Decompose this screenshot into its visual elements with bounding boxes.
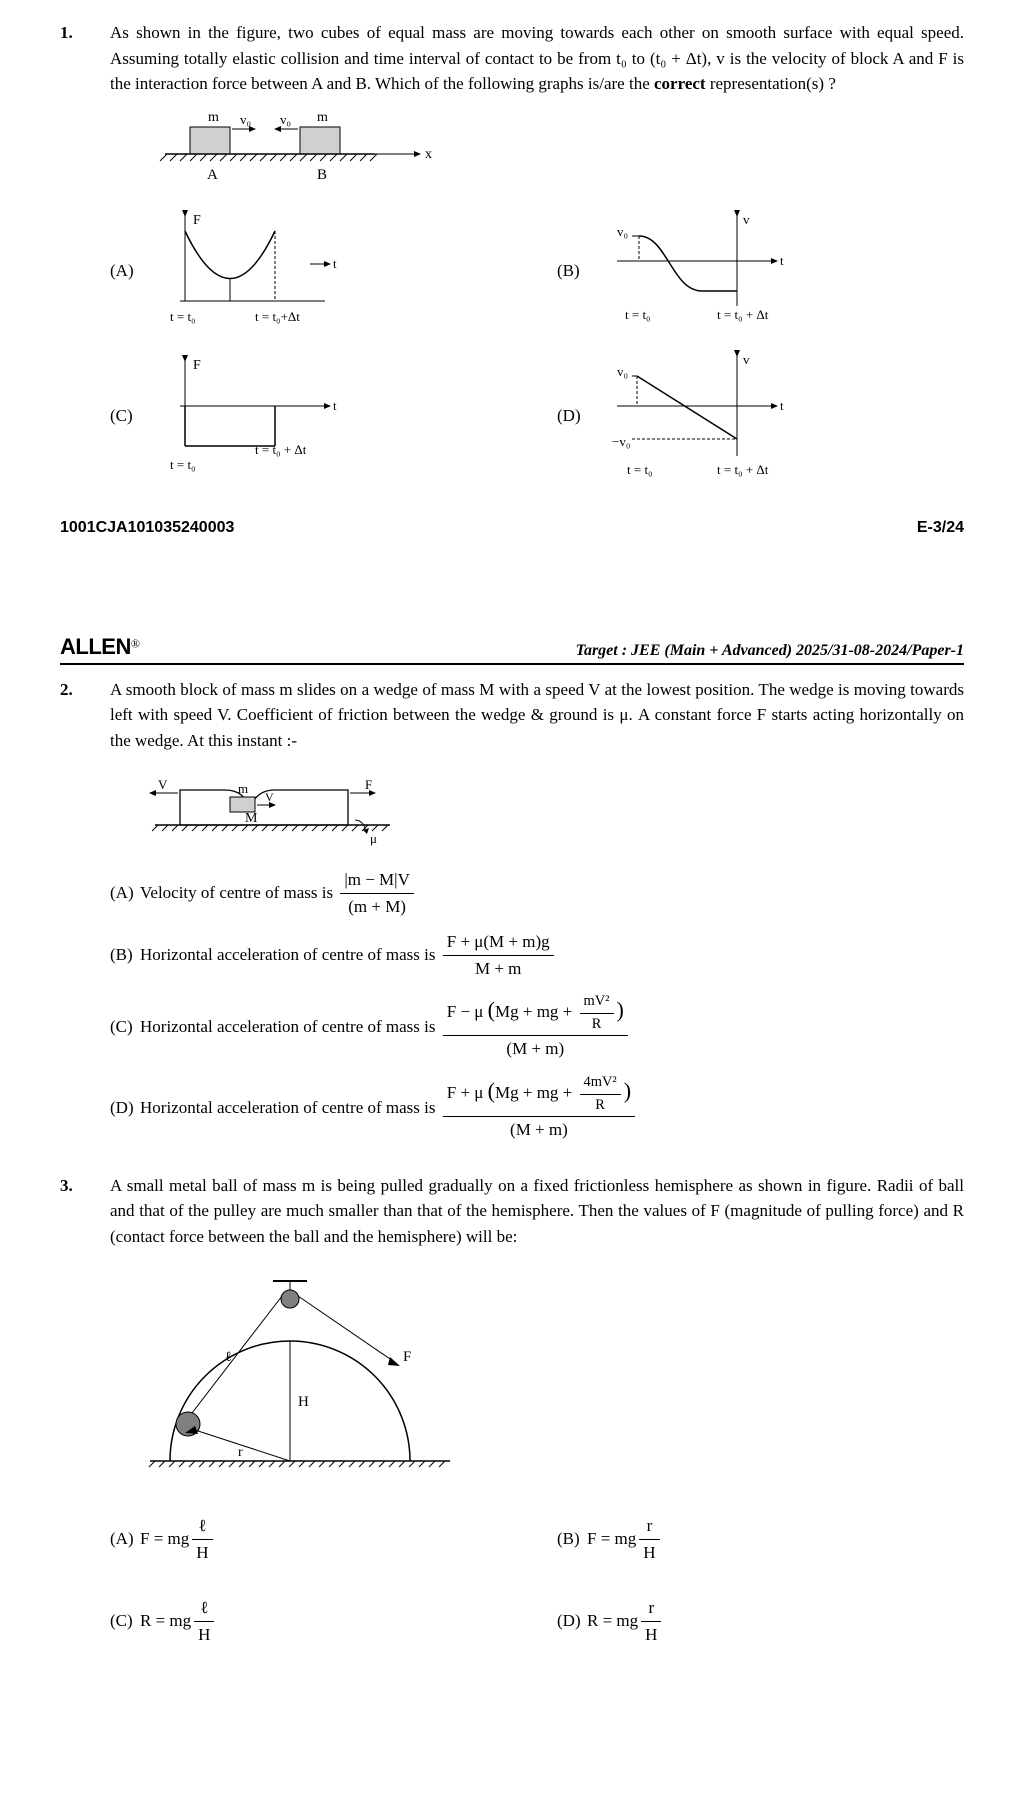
- q3-diagram: ℓ F H r: [110, 1261, 964, 1491]
- q2-opt-d-frac: F + μ (Mg + mg + 4mV² R ) (M + m): [443, 1072, 635, 1143]
- q2-body: A smooth block of mass m slides on a wed…: [110, 677, 964, 1153]
- svg-text:B: B: [317, 167, 327, 183]
- q2-option-b: (B) Horizontal acceleration of centre of…: [110, 929, 964, 981]
- svg-text:t: t: [333, 256, 337, 271]
- svg-text:t = t₀ + Δt: t = t₀ + Δt: [255, 442, 307, 457]
- svg-text:F: F: [365, 777, 372, 792]
- page-break: [60, 540, 964, 630]
- svg-text:t = t₀ + Δt: t = t₀ + Δt: [717, 462, 769, 477]
- q1-opt-a-label: (A): [110, 258, 140, 284]
- q1-option-b: (B) v v₀ t t = t₀ t = t₀ + Δt: [557, 206, 964, 336]
- footer-page: E-3/24: [917, 516, 964, 540]
- svg-text:μ: μ: [370, 831, 377, 846]
- q2-option-c: (C) Horizontal acceleration of centre of…: [110, 991, 964, 1062]
- svg-text:m: m: [317, 110, 328, 125]
- q2-opt-a-frac: |m − M|V (m + M): [340, 867, 414, 919]
- svg-text:t = t₀: t = t₀: [625, 307, 651, 322]
- q3-body: A small metal ball of mass m is being pu…: [110, 1173, 964, 1658]
- svg-text:H: H: [298, 1394, 309, 1410]
- q3-option-c: (C) R = mg ℓ H: [110, 1595, 517, 1647]
- q2-diagram: m V M V F: [110, 765, 964, 855]
- question-2: 2. A smooth block of mass m slides on a …: [60, 677, 964, 1153]
- q1-main-diagram: m m v₀ v₀: [110, 109, 964, 194]
- svg-text:v₀: v₀: [617, 364, 628, 379]
- q1-options: (A) F t t = t₀ t = t₀+Δt: [110, 206, 964, 486]
- q2-text: A smooth block of mass m slides on a wed…: [110, 680, 964, 750]
- svg-text:−v₀: −v₀: [612, 434, 630, 449]
- q2-opt-a-text: Velocity of centre of mass is: [140, 880, 333, 906]
- svg-text:m: m: [238, 781, 248, 796]
- q2-opt-d-text: Horizontal acceleration of centre of mas…: [140, 1095, 435, 1121]
- svg-text:V: V: [158, 777, 168, 792]
- q2-opt-d-label: (D): [110, 1095, 140, 1121]
- q2-number: 2.: [60, 677, 90, 1153]
- q2-option-a: (A) Velocity of centre of mass is |m − M…: [110, 867, 964, 919]
- svg-text:ℓ: ℓ: [225, 1350, 232, 1365]
- q3-option-d: (D) R = mg r H: [557, 1595, 964, 1647]
- q1-option-a: (A) F t t = t₀ t = t₀+Δt: [110, 206, 517, 336]
- q1-text2: representation(s) ?: [706, 74, 836, 93]
- q3-options: (A) F = mg ℓ H (B) F = mg r H (C) R = mg: [110, 1503, 964, 1657]
- q3-option-a: (A) F = mg ℓ H: [110, 1513, 517, 1565]
- q1-opt-c-label: (C): [110, 403, 140, 429]
- q1-opt-d-label: (D): [557, 403, 587, 429]
- q2-opt-b-label: (B): [110, 942, 140, 968]
- svg-text:F: F: [193, 213, 201, 228]
- svg-text:v: v: [743, 212, 750, 227]
- svg-text:V: V: [265, 790, 274, 804]
- q2-opt-a-label: (A): [110, 880, 140, 906]
- svg-text:m: m: [208, 110, 219, 125]
- header-target: Target : JEE (Main + Advanced) 2025/31-0…: [576, 639, 964, 663]
- logo: ALLEN®: [60, 630, 140, 663]
- svg-text:A: A: [207, 167, 218, 183]
- svg-text:F: F: [193, 358, 201, 373]
- q2-option-d: (D) Horizontal acceleration of centre of…: [110, 1072, 964, 1143]
- q1-option-c: (C) F t t = t₀ t = t₀ + Δt: [110, 346, 517, 486]
- svg-text:t = t₀+Δt: t = t₀+Δt: [255, 309, 300, 324]
- svg-text:M: M: [245, 811, 258, 826]
- svg-text:v₀: v₀: [617, 224, 628, 239]
- q1-option-d: (D) v v₀ −v₀ t t = t₀ t = t₀ + Δt: [557, 346, 964, 486]
- footer-code: 1001CJA101035240003: [60, 516, 234, 540]
- q1-body: As shown in the figure, two cubes of equ…: [110, 20, 964, 486]
- svg-text:t: t: [780, 398, 784, 413]
- q1-bold: correct: [654, 74, 706, 93]
- q1-number: 1.: [60, 20, 90, 486]
- svg-text:v₀: v₀: [280, 112, 291, 127]
- svg-text:v₀: v₀: [240, 112, 251, 127]
- q1-text: As shown in the figure, two cubes of equ…: [110, 23, 964, 93]
- svg-text:r: r: [238, 1445, 243, 1460]
- svg-text:t = t₀: t = t₀: [170, 309, 196, 324]
- svg-text:t: t: [780, 253, 784, 268]
- question-1: 1. As shown in the figure, two cubes of …: [60, 20, 964, 486]
- q2-opt-c-label: (C): [110, 1014, 140, 1040]
- page-header: ALLEN® Target : JEE (Main + Advanced) 20…: [60, 630, 964, 665]
- q2-opt-b-frac: F + μ(M + m)g M + m: [443, 929, 554, 981]
- q2-opt-b-text: Horizontal acceleration of centre of mas…: [140, 942, 435, 968]
- svg-text:v: v: [743, 352, 750, 367]
- q3-number: 3.: [60, 1173, 90, 1658]
- q2-opt-c-frac: F − μ (Mg + mg + mV² R ) (M + m): [443, 991, 628, 1062]
- logo-reg: ®: [131, 636, 140, 650]
- q3-option-b: (B) F = mg r H: [557, 1513, 964, 1565]
- svg-text:t = t₀ + Δt: t = t₀ + Δt: [717, 307, 769, 322]
- q2-opt-c-text: Horizontal acceleration of centre of mas…: [140, 1014, 435, 1040]
- svg-text:t: t: [333, 398, 337, 413]
- svg-text:F: F: [403, 1349, 411, 1365]
- logo-text: ALLEN: [60, 634, 131, 659]
- svg-text:t = t₀: t = t₀: [170, 457, 196, 472]
- q3-text: A small metal ball of mass m is being pu…: [110, 1176, 964, 1246]
- q1-opt-b-label: (B): [557, 258, 587, 284]
- page-footer: 1001CJA101035240003 E-3/24: [60, 516, 964, 540]
- svg-text:t = t₀: t = t₀: [627, 462, 653, 477]
- question-3: 3. A small metal ball of mass m is being…: [60, 1173, 964, 1658]
- svg-text:x: x: [425, 147, 432, 162]
